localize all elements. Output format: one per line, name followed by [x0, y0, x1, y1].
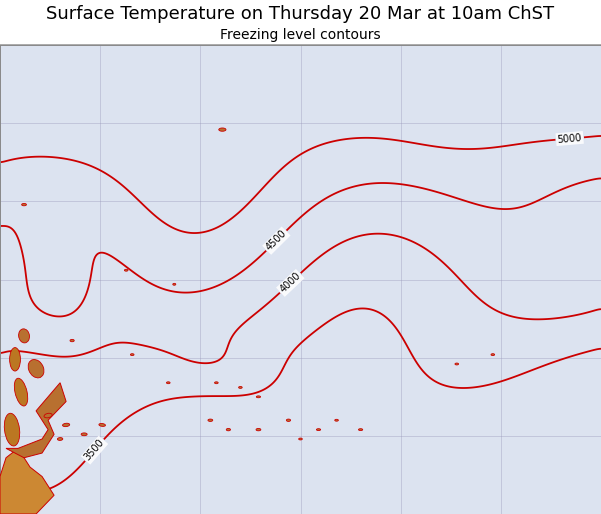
Ellipse shape: [99, 424, 105, 427]
Text: Freezing level contours: Freezing level contours: [220, 28, 381, 42]
Ellipse shape: [173, 283, 175, 285]
Ellipse shape: [166, 382, 170, 383]
Ellipse shape: [286, 419, 290, 421]
Ellipse shape: [14, 378, 28, 406]
Ellipse shape: [299, 438, 302, 440]
Ellipse shape: [317, 429, 321, 431]
Ellipse shape: [28, 359, 44, 378]
Text: 3500: 3500: [82, 437, 106, 463]
Ellipse shape: [4, 413, 20, 446]
Ellipse shape: [219, 128, 226, 131]
Text: 5000: 5000: [557, 133, 582, 144]
Text: Surface Temperature on Thursday 20 Mar at 10am ChST: Surface Temperature on Thursday 20 Mar a…: [46, 5, 555, 23]
Ellipse shape: [215, 382, 218, 383]
Ellipse shape: [256, 429, 261, 431]
Text: 4500: 4500: [264, 228, 288, 253]
Ellipse shape: [70, 339, 74, 342]
Text: 4000: 4000: [278, 271, 303, 295]
Ellipse shape: [22, 204, 26, 206]
Polygon shape: [6, 383, 66, 458]
Ellipse shape: [358, 429, 362, 431]
Ellipse shape: [455, 363, 459, 365]
Ellipse shape: [44, 413, 52, 418]
Ellipse shape: [63, 423, 70, 427]
Ellipse shape: [58, 437, 63, 440]
Ellipse shape: [208, 419, 213, 421]
Polygon shape: [0, 448, 54, 514]
Ellipse shape: [19, 329, 29, 343]
Ellipse shape: [10, 347, 20, 371]
Ellipse shape: [239, 387, 242, 389]
Ellipse shape: [257, 396, 261, 398]
Ellipse shape: [130, 354, 134, 356]
Ellipse shape: [491, 354, 495, 356]
Ellipse shape: [335, 419, 338, 421]
Ellipse shape: [81, 433, 87, 436]
Ellipse shape: [226, 429, 231, 431]
Ellipse shape: [124, 269, 128, 271]
